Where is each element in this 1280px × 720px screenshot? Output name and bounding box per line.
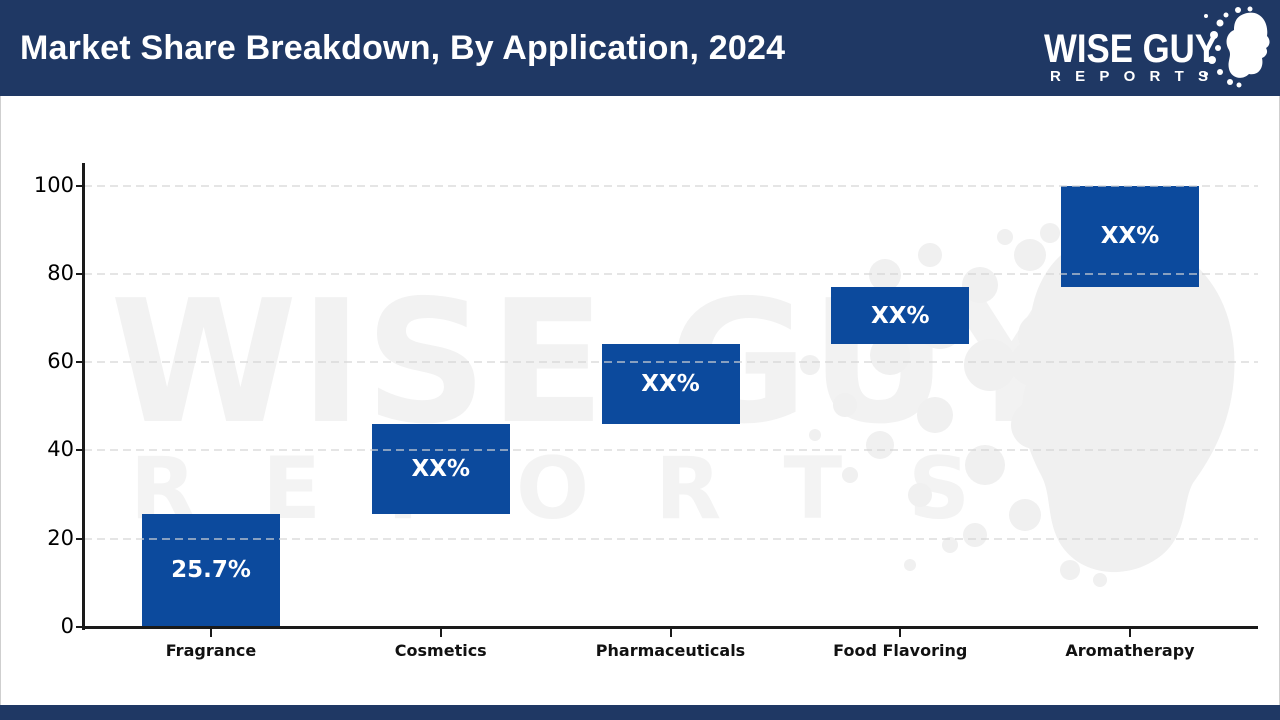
x-category-label: Fragrance (165, 641, 257, 660)
y-axis-line (82, 163, 85, 630)
gridline (84, 361, 1258, 364)
y-tick-label: 0 (60, 614, 74, 638)
x-axis-tick (1129, 629, 1131, 637)
y-tick-label: 100 (33, 172, 74, 197)
bar-value-label: XX% (1100, 223, 1160, 250)
bar-value-label: XX% (870, 302, 930, 329)
y-axis-tick (76, 272, 84, 275)
bar-value-label: 25.7% (171, 557, 251, 584)
y-axis-tick (76, 537, 84, 540)
y-tick-label: 40 (47, 437, 74, 462)
x-axis-tick (669, 629, 672, 637)
y-axis-tick (76, 184, 84, 187)
chart-title: Market Share Breakdown, By Application, … (20, 28, 786, 67)
x-category-label: Cosmetics (394, 641, 487, 660)
y-axis-tick (76, 626, 84, 628)
y-tick-label: 60 (47, 349, 74, 374)
gridline (84, 184, 1258, 187)
y-axis-tick (76, 449, 84, 452)
x-axis-line (82, 626, 1258, 629)
gridline (84, 449, 1258, 452)
y-tick-label: 80 (47, 260, 74, 285)
plot-area: 0 20 40 60 80 100 25.7% Fragrance XX% Cosmetics XX… (0, 96, 1280, 705)
logo-text-line1: WISE GUY (1044, 27, 1218, 71)
bar-value-label: XX% (411, 455, 470, 482)
gridline (84, 537, 1258, 540)
y-tick-label: 20 (47, 525, 74, 550)
x-axis-tick (210, 629, 212, 637)
bar-cosmetics: XX% (371, 423, 510, 514)
x-category-label: Pharmaceuticals (595, 641, 746, 660)
logo-dotted-head-icon (1203, 6, 1270, 88)
wiseguy-logo: WISE GUY REPORTS (1044, 6, 1270, 88)
bar-food-flavoring: XX% (831, 287, 970, 345)
footer-bar (0, 705, 1280, 720)
x-axis-tick (439, 629, 442, 637)
bar-value-label: XX% (641, 371, 700, 398)
x-category-label: Food Flavoring (833, 641, 968, 660)
bar-aromatherapy: XX% (1061, 185, 1199, 288)
y-axis-tick (76, 361, 84, 364)
bar-fragrance: 25.7% (142, 513, 280, 627)
gridline (84, 272, 1258, 275)
x-axis-tick (899, 629, 902, 637)
x-category-label: Aromatherapy (1065, 641, 1195, 660)
bar-pharmaceuticals: XX% (601, 344, 740, 424)
header-bar: Market Share Breakdown, By Application, … (0, 0, 1280, 96)
